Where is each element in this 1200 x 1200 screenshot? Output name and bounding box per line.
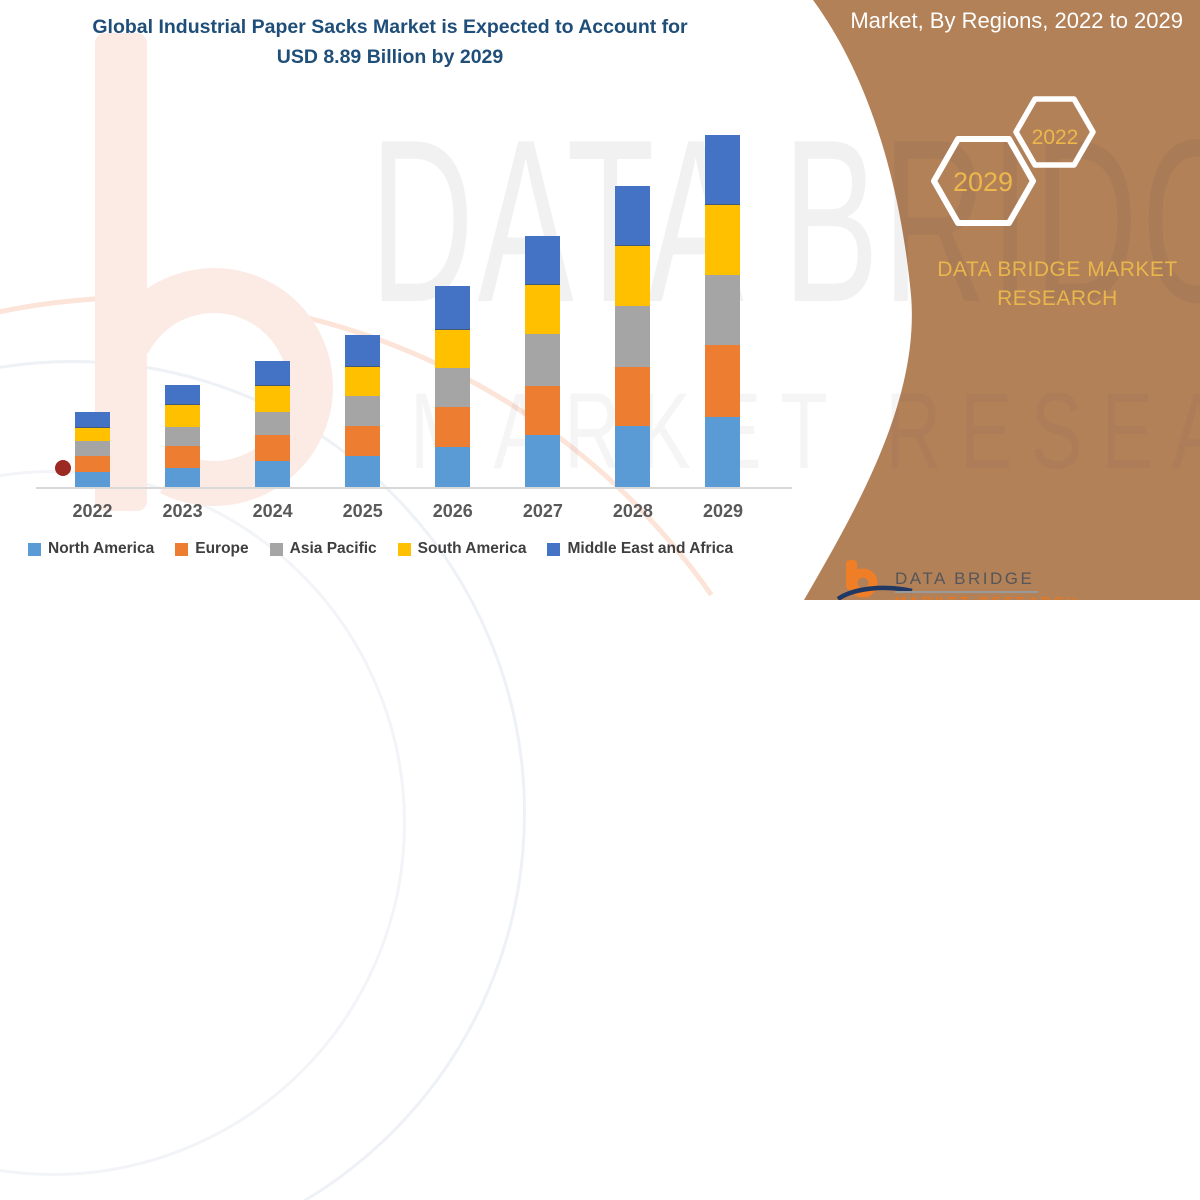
- bar-segment-2029-north-america: [705, 416, 741, 487]
- bar-segment-2028-europe: [615, 367, 651, 427]
- bar-segment-2022-south-america: [75, 427, 110, 442]
- legend-label: Middle East and Africa: [567, 540, 734, 557]
- bar-segment-2027-middle-east-and-africa: [525, 235, 561, 286]
- bar-segment-2024-europe: [255, 434, 291, 462]
- bar-segment-2026-europe: [435, 406, 471, 447]
- bar-segment-2029-europe: [705, 344, 741, 417]
- hexagon-2029-label: 2029: [952, 167, 1014, 197]
- bar-segment-2027-south-america: [525, 285, 561, 335]
- bar-segment-2026-asia-pacific: [435, 368, 471, 407]
- bar-segment-2027-asia-pacific: [525, 334, 561, 386]
- x-axis-label-2022: 2022: [72, 501, 113, 521]
- legend-swatch-icon: [397, 542, 411, 556]
- side-panel-shape: [804, 0, 1200, 600]
- hexagon-2022-label: 2022: [1031, 126, 1079, 149]
- legend-item-north-america: North America: [28, 540, 154, 558]
- watermark-logo-red-dot: [55, 460, 71, 476]
- legend-label: South America: [417, 540, 527, 557]
- bar-segment-2027-europe: [525, 385, 561, 435]
- x-axis-label-2028: 2028: [612, 501, 653, 521]
- legend-swatch-icon: [28, 542, 41, 556]
- legend-label: Asia Pacific: [289, 540, 377, 557]
- bar-segment-2029-south-america: [705, 204, 741, 275]
- bar-segment-2025-europe: [345, 426, 381, 456]
- x-axis-line: [36, 487, 792, 489]
- logo-swoosh: [836, 585, 913, 600]
- bar-segment-2023-north-america: [165, 467, 201, 487]
- bar-segment-2026-middle-east-and-africa: [435, 285, 471, 330]
- legend-label: North America: [48, 540, 155, 557]
- bar-segment-2023-middle-east-and-africa: [165, 385, 201, 405]
- bar-segment-2023-south-america: [165, 404, 201, 428]
- x-axis-label-2026: 2026: [432, 501, 473, 521]
- x-axis-label-2027: 2027: [522, 501, 563, 521]
- bar-segment-2025-asia-pacific: [345, 395, 381, 427]
- side-panel-brand-line2: RESEARCH: [997, 287, 1118, 310]
- legend-item-south-america: South America: [397, 540, 527, 558]
- legend-swatch-icon: [175, 542, 189, 556]
- bar-segment-2028-asia-pacific: [615, 305, 651, 367]
- bar-segment-2022-asia-pacific: [75, 441, 110, 456]
- legend-swatch-icon: [547, 542, 561, 556]
- side-panel-brand-text: DATA BRIDGE MARKET RESEARCH: [920, 255, 1195, 313]
- bar-segment-2022-middle-east-and-africa: [75, 411, 110, 428]
- bar-segment-2025-south-america: [345, 366, 381, 396]
- bar-segment-2023-asia-pacific: [165, 427, 201, 447]
- footer-sub-text-clipped: MARKET RESEARCH: [895, 594, 1080, 600]
- bar-segment-2028-middle-east-and-africa: [615, 186, 651, 246]
- bar-segment-2022-north-america: [75, 472, 110, 487]
- legend-item-asia-pacific: Asia Pacific: [269, 540, 377, 558]
- bar-segment-2022-europe: [75, 455, 110, 473]
- bar-segment-2024-asia-pacific: [255, 412, 291, 435]
- x-axis-label-2024: 2024: [252, 501, 293, 521]
- side-panel-background: [804, 0, 1200, 600]
- bar-segment-2029-middle-east-and-africa: [705, 134, 741, 205]
- bar-segment-2024-south-america: [255, 386, 291, 413]
- chart-title-line2: USD 8.89 Billion by 2029: [276, 46, 504, 68]
- footer-brand-text: DATA BRIDGE: [895, 569, 1035, 588]
- bar-segment-2026-north-america: [435, 446, 471, 487]
- bar-segment-2025-middle-east-and-africa: [345, 334, 381, 367]
- chart-legend: North America Europe Asia Pacific South Ame…: [28, 540, 733, 558]
- bar-segment-2025-north-america: [345, 455, 381, 487]
- bar-segment-2023-europe: [165, 446, 201, 468]
- legend-item-europe: Europe: [175, 540, 249, 558]
- footer-divider-line: [895, 591, 1038, 593]
- footer-logo-icon: [836, 560, 913, 600]
- chart-title-line1: Global Industrial Paper Sacks Market is …: [92, 16, 688, 38]
- bar-segment-2029-asia-pacific: [705, 274, 741, 345]
- logo-b-bowl: [848, 568, 878, 598]
- side-panel-heading: Market, By Regions, 2022 to 2029: [850, 8, 1183, 33]
- x-axis-label-2023: 2023: [162, 501, 203, 521]
- legend-label: Europe: [195, 540, 249, 557]
- legend-item-middle-east-and-africa: Middle East and Africa: [547, 540, 733, 558]
- bar-segment-2028-south-america: [615, 245, 651, 306]
- x-axis-label-2025: 2025: [342, 501, 383, 521]
- legend-swatch-icon: [269, 542, 283, 556]
- bar-segment-2026-south-america: [435, 329, 471, 369]
- chart-title: Global Industrial Paper Sacks Market is …: [0, 12, 780, 72]
- side-panel-brand-line1: DATA BRIDGE MARKET: [937, 258, 1178, 281]
- bar-segment-2028-north-america: [615, 426, 651, 487]
- bar-segment-2027-north-america: [525, 434, 561, 487]
- x-axis-label-2029: 2029: [702, 501, 743, 521]
- bar-segment-2024-middle-east-and-africa: [255, 360, 291, 387]
- bar-segment-2024-north-america: [255, 461, 291, 487]
